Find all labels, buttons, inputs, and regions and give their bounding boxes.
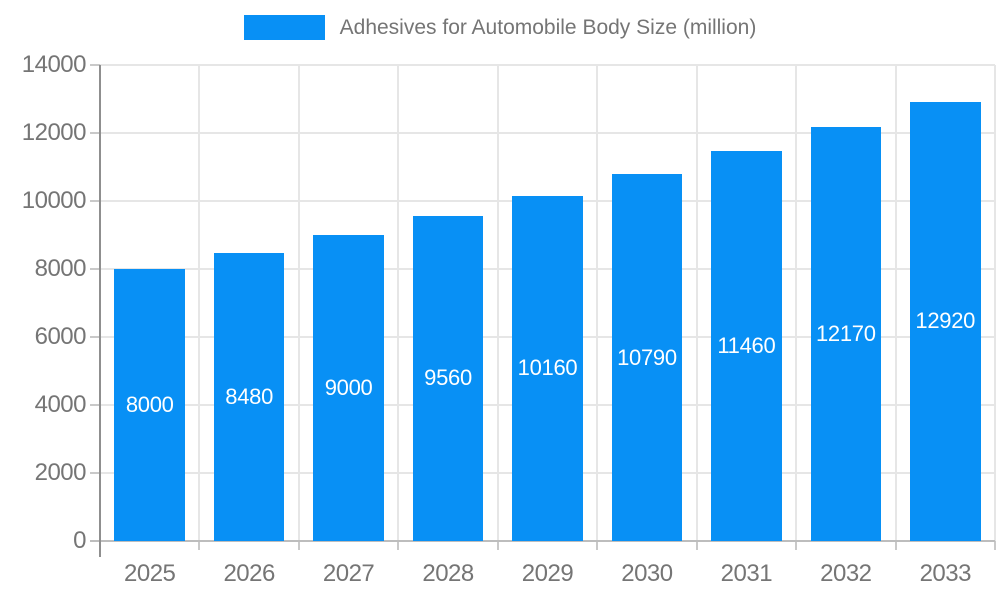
- bar-value-label: 8000: [125, 392, 174, 417]
- x-axis-label: 2029: [521, 560, 574, 587]
- category-gridline: [198, 65, 200, 541]
- x-tick: [397, 541, 399, 550]
- bar-value-label: 11460: [717, 333, 776, 359]
- x-axis-label: 2025: [124, 560, 176, 587]
- x-tick: [895, 541, 897, 550]
- category-gridline: [696, 65, 698, 541]
- y-tick: [90, 268, 100, 270]
- y-gridline: [100, 132, 995, 134]
- bar-2027[interactable]: 9000: [313, 235, 384, 541]
- y-axis-label: 8000: [34, 255, 87, 282]
- x-axis-line: [90, 540, 995, 542]
- bar-2025[interactable]: 8000: [114, 269, 185, 541]
- x-axis-label: 2033: [919, 560, 972, 587]
- y-tick: [90, 132, 100, 134]
- x-axis-label: 2028: [422, 560, 474, 587]
- y-axis-label: 10000: [21, 187, 87, 214]
- bar-value-label: 8480: [225, 383, 274, 409]
- y-tick: [90, 64, 100, 66]
- bar-2031[interactable]: 11460: [711, 151, 782, 541]
- category-gridline: [497, 65, 499, 541]
- y-axis-label: 14000: [21, 51, 87, 78]
- category-gridline: [596, 65, 598, 541]
- legend-label: Adhesives for Automobile Body Size (mill…: [339, 15, 757, 39]
- y-axis-label: 4000: [34, 391, 87, 418]
- y-tick: [90, 336, 100, 338]
- x-tick: [298, 541, 300, 550]
- x-tick: [596, 541, 598, 550]
- y-axis-label: 2000: [34, 459, 87, 486]
- legend-swatch: [243, 15, 325, 40]
- category-gridline: [994, 65, 996, 541]
- x-axis-label: 2026: [223, 560, 275, 587]
- x-tick: [795, 541, 797, 550]
- bar-2030[interactable]: 10790: [611, 174, 683, 541]
- bar-value-label: 12170: [815, 321, 876, 347]
- x-tick: [198, 541, 200, 550]
- category-gridline: [397, 65, 399, 541]
- x-axis-label: 2032: [820, 560, 872, 587]
- bar-value-label: 9000: [324, 375, 373, 400]
- x-tick: [497, 541, 499, 550]
- bar-value-label: 10790: [617, 344, 677, 370]
- x-axis-label: 2027: [322, 560, 375, 587]
- bar-2029[interactable]: 10160: [512, 195, 583, 541]
- bar-value-label: 10160: [517, 355, 578, 381]
- y-axis-label: 0: [73, 527, 86, 554]
- x-tick: [994, 541, 996, 550]
- category-gridline: [298, 65, 300, 541]
- bar-2026[interactable]: 8480: [213, 252, 285, 541]
- y-tick: [90, 472, 100, 474]
- bar-value-label: 12920: [915, 308, 976, 334]
- bar-2028[interactable]: 9560: [412, 215, 484, 541]
- y-axis-line: [99, 65, 101, 557]
- bar-2032[interactable]: 12170: [810, 127, 882, 541]
- y-tick: [90, 200, 100, 202]
- bar-2033[interactable]: 12920: [909, 101, 981, 541]
- category-gridline: [895, 65, 897, 541]
- y-gridline: [100, 64, 995, 66]
- y-axis-label: 12000: [21, 119, 87, 146]
- x-axis-label: 2030: [621, 560, 673, 587]
- x-axis-label: 2031: [720, 560, 773, 587]
- chart-legend: Adhesives for Automobile Body Size (mill…: [0, 15, 1000, 40]
- bar-value-label: 9560: [424, 365, 472, 391]
- y-tick: [90, 404, 100, 406]
- y-axis-label: 6000: [34, 323, 87, 350]
- x-tick: [696, 541, 698, 550]
- category-gridline: [795, 65, 797, 541]
